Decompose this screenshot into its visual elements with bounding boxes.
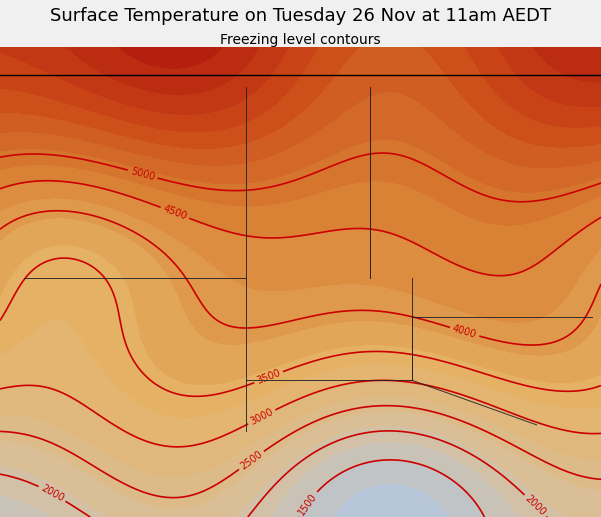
Text: 2000: 2000	[523, 494, 548, 517]
Text: 2000: 2000	[39, 483, 66, 504]
Text: 3000: 3000	[249, 407, 275, 427]
Text: 1500: 1500	[296, 491, 319, 516]
Text: 4500: 4500	[162, 204, 188, 222]
Text: 3500: 3500	[255, 368, 282, 386]
Text: 2500: 2500	[239, 449, 264, 472]
Text: 5000: 5000	[130, 166, 156, 182]
Text: 4000: 4000	[451, 324, 478, 340]
Text: Freezing level contours: Freezing level contours	[220, 33, 381, 47]
Text: Surface Temperature on Tuesday 26 Nov at 11am AEDT: Surface Temperature on Tuesday 26 Nov at…	[50, 7, 551, 25]
